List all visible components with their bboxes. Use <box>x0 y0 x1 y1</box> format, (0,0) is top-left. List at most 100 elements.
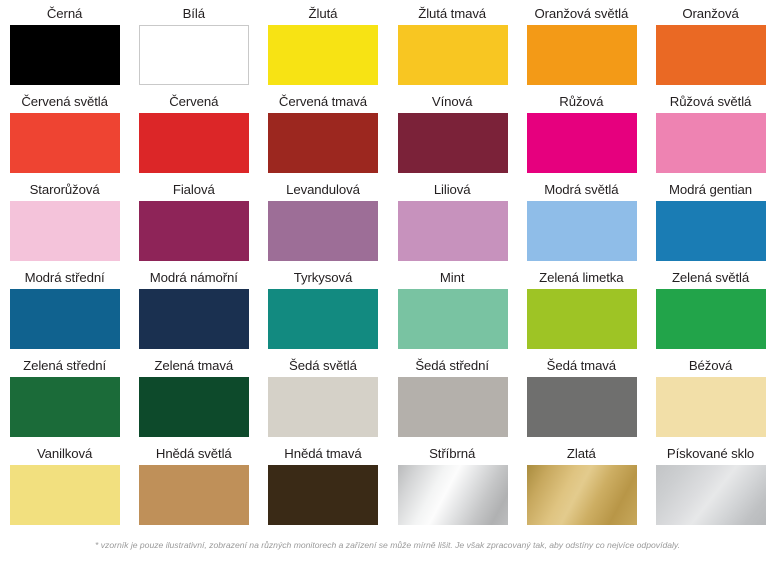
swatch-label: Šedá tmavá <box>546 358 617 373</box>
swatch-color-chip[interactable] <box>268 289 379 349</box>
swatch-label: Červená tmavá <box>278 94 368 109</box>
swatch-color-chip[interactable] <box>655 289 766 349</box>
swatch-cell[interactable]: Béžová <box>646 352 775 440</box>
swatch-cell[interactable]: Zelená limetka <box>517 264 646 352</box>
swatch-color-chip[interactable] <box>10 25 120 85</box>
swatch-color-chip[interactable] <box>139 113 250 173</box>
swatch-label: Červená <box>169 94 219 109</box>
swatch-cell[interactable]: Pískované sklo <box>646 440 775 528</box>
swatch-cell[interactable]: Vínová <box>388 88 517 176</box>
swatch-color-chip[interactable] <box>526 201 637 261</box>
swatch-cell[interactable]: Hnědá světlá <box>129 440 258 528</box>
swatch-color-chip[interactable] <box>268 465 379 525</box>
swatch-color-chip[interactable] <box>397 377 508 437</box>
swatch-color-chip[interactable] <box>526 377 637 437</box>
swatch-cell[interactable]: Šedá světlá <box>258 352 387 440</box>
swatch-color-chip[interactable] <box>655 377 766 437</box>
swatch-cell[interactable]: Šedá tmavá <box>517 352 646 440</box>
swatch-cell[interactable]: Modrá námořní <box>129 264 258 352</box>
swatch-cell[interactable]: Modrá gentian <box>646 176 775 264</box>
swatch-color-chip[interactable] <box>139 201 250 261</box>
swatch-color-chip[interactable] <box>268 377 379 437</box>
swatch-cell[interactable]: Hnědá tmavá <box>258 440 387 528</box>
swatch-label: Růžová <box>559 94 604 109</box>
swatch-cell[interactable]: Stříbrná <box>388 440 517 528</box>
swatch-cell[interactable]: Červená <box>129 88 258 176</box>
swatch-cell[interactable]: Červená tmavá <box>258 88 387 176</box>
swatch-color-chip[interactable] <box>397 465 508 525</box>
swatch-cell[interactable]: Šedá střední <box>388 352 517 440</box>
swatch-label: Zelená střední <box>23 358 107 373</box>
swatch-label: Levandulová <box>286 182 360 197</box>
swatch-cell[interactable]: Modrá střední <box>0 264 129 352</box>
swatch-cell[interactable]: Růžová světlá <box>646 88 775 176</box>
swatch-label: Žlutá tmavá <box>418 6 487 21</box>
swatch-cell[interactable]: Oranžová světlá <box>517 0 646 88</box>
swatch-cell[interactable]: Zelená světlá <box>646 264 775 352</box>
swatch-cell[interactable]: Liliová <box>388 176 517 264</box>
swatch-color-chip[interactable] <box>397 113 508 173</box>
swatch-color-chip[interactable] <box>268 113 379 173</box>
swatch-label: Modrá střední <box>24 270 105 285</box>
swatch-label: Modrá světlá <box>544 182 619 197</box>
swatch-label: Šedá světlá <box>289 358 357 373</box>
swatch-color-chip[interactable] <box>10 465 120 525</box>
swatch-label: Oranžová světlá <box>534 6 629 21</box>
swatch-label: Liliová <box>433 182 471 197</box>
swatch-color-chip[interactable] <box>655 113 766 173</box>
swatch-cell[interactable]: Žlutá <box>258 0 387 88</box>
swatch-cell[interactable]: Zelená tmavá <box>129 352 258 440</box>
swatch-cell[interactable]: Žlutá tmavá <box>388 0 517 88</box>
swatch-label: Vanilková <box>36 446 93 461</box>
swatch-label: Oranžová <box>682 6 739 21</box>
swatch-cell[interactable]: Oranžová <box>646 0 775 88</box>
swatch-color-chip[interactable] <box>655 201 766 261</box>
swatch-color-chip[interactable] <box>10 377 120 437</box>
swatch-color-chip[interactable] <box>526 289 637 349</box>
swatch-color-chip[interactable] <box>655 465 766 525</box>
swatch-color-chip[interactable] <box>397 289 508 349</box>
swatch-label: Modrá námořní <box>149 270 238 285</box>
swatch-color-chip[interactable] <box>526 465 637 525</box>
swatch-label: Hnědá tmavá <box>284 446 362 461</box>
swatch-label: Béžová <box>688 358 733 373</box>
swatch-cell[interactable]: Modrá světlá <box>517 176 646 264</box>
swatch-cell[interactable]: Levandulová <box>258 176 387 264</box>
swatch-cell[interactable]: Zlatá <box>517 440 646 528</box>
swatch-label: Fialová <box>172 182 215 197</box>
swatch-color-chip[interactable] <box>655 25 766 85</box>
swatch-label: Bílá <box>182 6 205 21</box>
swatch-label: Stříbrná <box>429 446 476 461</box>
swatch-cell[interactable]: Černá <box>0 0 129 88</box>
swatch-color-chip[interactable] <box>526 25 637 85</box>
swatch-cell[interactable]: Červená světlá <box>0 88 129 176</box>
swatch-cell[interactable]: Starorůžová <box>0 176 129 264</box>
swatch-color-chip[interactable] <box>139 465 250 525</box>
swatch-color-chip[interactable] <box>10 113 120 173</box>
swatch-color-chip[interactable] <box>268 201 379 261</box>
swatch-color-chip[interactable] <box>397 25 508 85</box>
swatch-label: Tyrkysová <box>293 270 353 285</box>
swatch-color-chip[interactable] <box>10 289 120 349</box>
swatch-cell[interactable]: Mint <box>388 264 517 352</box>
swatch-label: Starorůžová <box>29 182 100 197</box>
swatch-cell[interactable]: Fialová <box>129 176 258 264</box>
swatch-label: Červená světlá <box>21 94 108 109</box>
swatch-color-chip[interactable] <box>139 377 250 437</box>
color-swatch-grid: Černá Bílá Žlutá Žlutá tmavá Oranžová světlá… <box>0 0 775 528</box>
swatch-cell[interactable]: Růžová <box>517 88 646 176</box>
swatch-label: Mint <box>439 270 465 285</box>
swatch-cell[interactable]: Tyrkysová <box>258 264 387 352</box>
swatch-color-chip[interactable] <box>139 25 250 85</box>
swatch-color-chip[interactable] <box>526 113 637 173</box>
swatch-cell[interactable]: Bílá <box>129 0 258 88</box>
swatch-color-chip[interactable] <box>10 201 120 261</box>
swatch-color-chip[interactable] <box>397 201 508 261</box>
swatch-color-chip[interactable] <box>139 289 250 349</box>
swatch-label: Šedá střední <box>415 358 489 373</box>
swatch-cell[interactable]: Vanilková <box>0 440 129 528</box>
swatch-color-chip[interactable] <box>268 25 379 85</box>
swatch-label: Hnědá světlá <box>155 446 232 461</box>
swatch-cell[interactable]: Zelená střední <box>0 352 129 440</box>
